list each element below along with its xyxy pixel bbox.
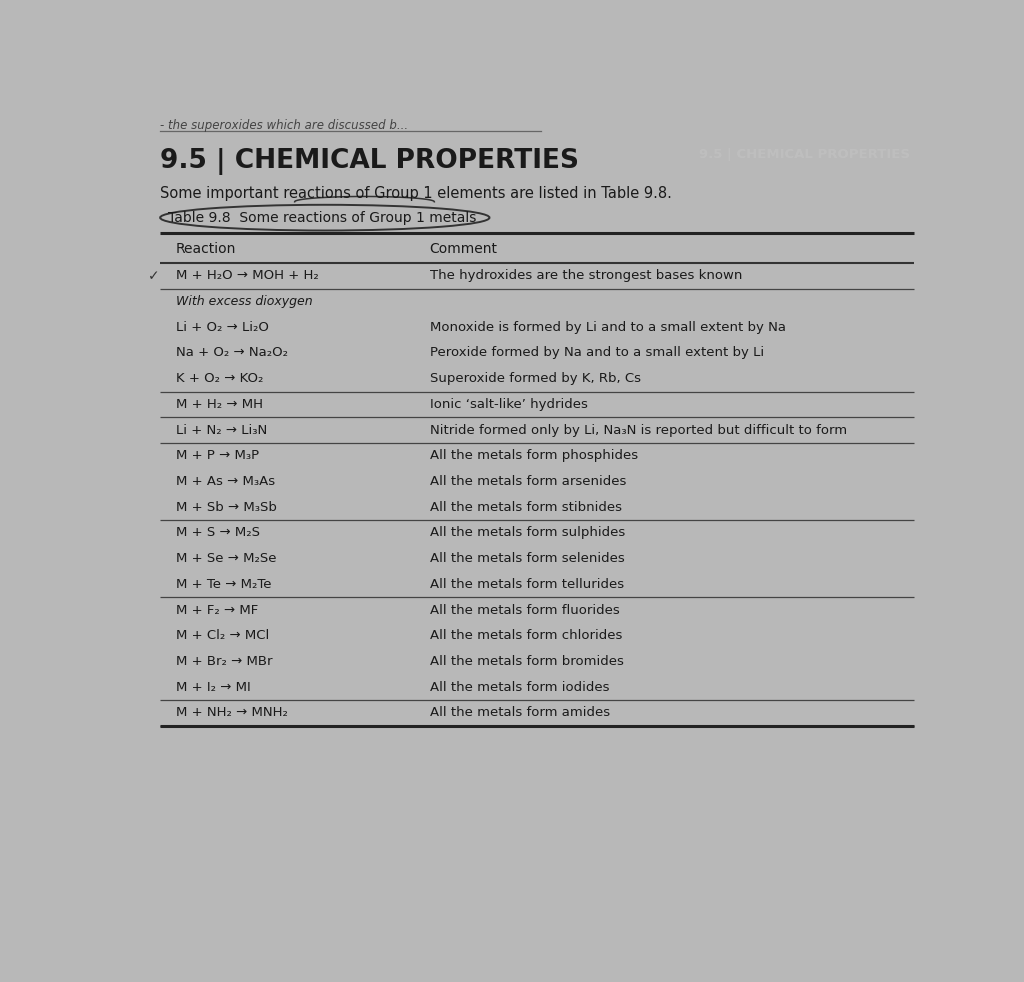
Text: The hydroxides are the strongest bases known: The hydroxides are the strongest bases k…: [430, 269, 742, 283]
Text: M + Te → M₂Te: M + Te → M₂Te: [176, 577, 271, 591]
Text: All the metals form phosphides: All the metals form phosphides: [430, 450, 638, 463]
Text: M + As → M₃As: M + As → M₃As: [176, 475, 274, 488]
Text: All the metals form chlorides: All the metals form chlorides: [430, 629, 622, 642]
Text: - the superoxides which are discussed b...: - the superoxides which are discussed b.…: [160, 119, 408, 132]
Text: All the metals form iodides: All the metals form iodides: [430, 681, 609, 693]
Text: M + Se → M₂Se: M + Se → M₂Se: [176, 552, 276, 566]
Text: Some important reactions of Group 1 elements are listed in Table 9.8.: Some important reactions of Group 1 elem…: [160, 186, 672, 201]
Text: Li + O₂ → Li₂O: Li + O₂ → Li₂O: [176, 321, 268, 334]
Text: 9.5 | CHEMICAL PROPERTIES: 9.5 | CHEMICAL PROPERTIES: [160, 148, 579, 175]
Text: Monoxide is formed by Li and to a small extent by Na: Monoxide is formed by Li and to a small …: [430, 321, 785, 334]
Text: 9.5 | CHEMICAL PROPERTIES: 9.5 | CHEMICAL PROPERTIES: [699, 148, 910, 161]
Text: Reaction: Reaction: [176, 242, 236, 255]
Text: M + Cl₂ → MCl: M + Cl₂ → MCl: [176, 629, 269, 642]
Text: All the metals form amides: All the metals form amides: [430, 706, 609, 720]
Text: ✓: ✓: [147, 269, 160, 283]
Text: M + Br₂ → MBr: M + Br₂ → MBr: [176, 655, 272, 668]
Text: M + Sb → M₃Sb: M + Sb → M₃Sb: [176, 501, 276, 514]
Text: Li + N₂ → Li₃N: Li + N₂ → Li₃N: [176, 423, 267, 437]
Text: Nitride formed only by Li, Na₃N is reported but difficult to form: Nitride formed only by Li, Na₃N is repor…: [430, 423, 847, 437]
Text: With excess dioxygen: With excess dioxygen: [176, 295, 312, 308]
Text: M + H₂ → MH: M + H₂ → MH: [176, 398, 262, 410]
Text: Ionic ‘salt-like’ hydrides: Ionic ‘salt-like’ hydrides: [430, 398, 588, 410]
Text: M + P → M₃P: M + P → M₃P: [176, 450, 259, 463]
Text: All the metals form selenides: All the metals form selenides: [430, 552, 625, 566]
Text: Comment: Comment: [430, 242, 498, 255]
Text: M + F₂ → MF: M + F₂ → MF: [176, 604, 258, 617]
Text: Na + O₂ → Na₂O₂: Na + O₂ → Na₂O₂: [176, 347, 288, 359]
Text: Superoxide formed by K, Rb, Cs: Superoxide formed by K, Rb, Cs: [430, 372, 641, 385]
Text: Peroxide formed by Na and to a small extent by Li: Peroxide formed by Na and to a small ext…: [430, 347, 764, 359]
Text: All the metals form sulphides: All the metals form sulphides: [430, 526, 625, 539]
Text: All the metals form stibnides: All the metals form stibnides: [430, 501, 622, 514]
Text: All the metals form arsenides: All the metals form arsenides: [430, 475, 626, 488]
Text: M + H₂O → MOH + H₂: M + H₂O → MOH + H₂: [176, 269, 318, 283]
Text: M + I₂ → MI: M + I₂ → MI: [176, 681, 250, 693]
Text: All the metals form bromides: All the metals form bromides: [430, 655, 624, 668]
Text: M + S → M₂S: M + S → M₂S: [176, 526, 260, 539]
Text: Table 9.8  Some reactions of Group 1 metals: Table 9.8 Some reactions of Group 1 meta…: [168, 211, 476, 225]
Text: M + NH₂ → MNH₂: M + NH₂ → MNH₂: [176, 706, 288, 720]
Text: K + O₂ → KO₂: K + O₂ → KO₂: [176, 372, 263, 385]
Text: All the metals form tellurides: All the metals form tellurides: [430, 577, 624, 591]
Text: All the metals form fluorides: All the metals form fluorides: [430, 604, 620, 617]
